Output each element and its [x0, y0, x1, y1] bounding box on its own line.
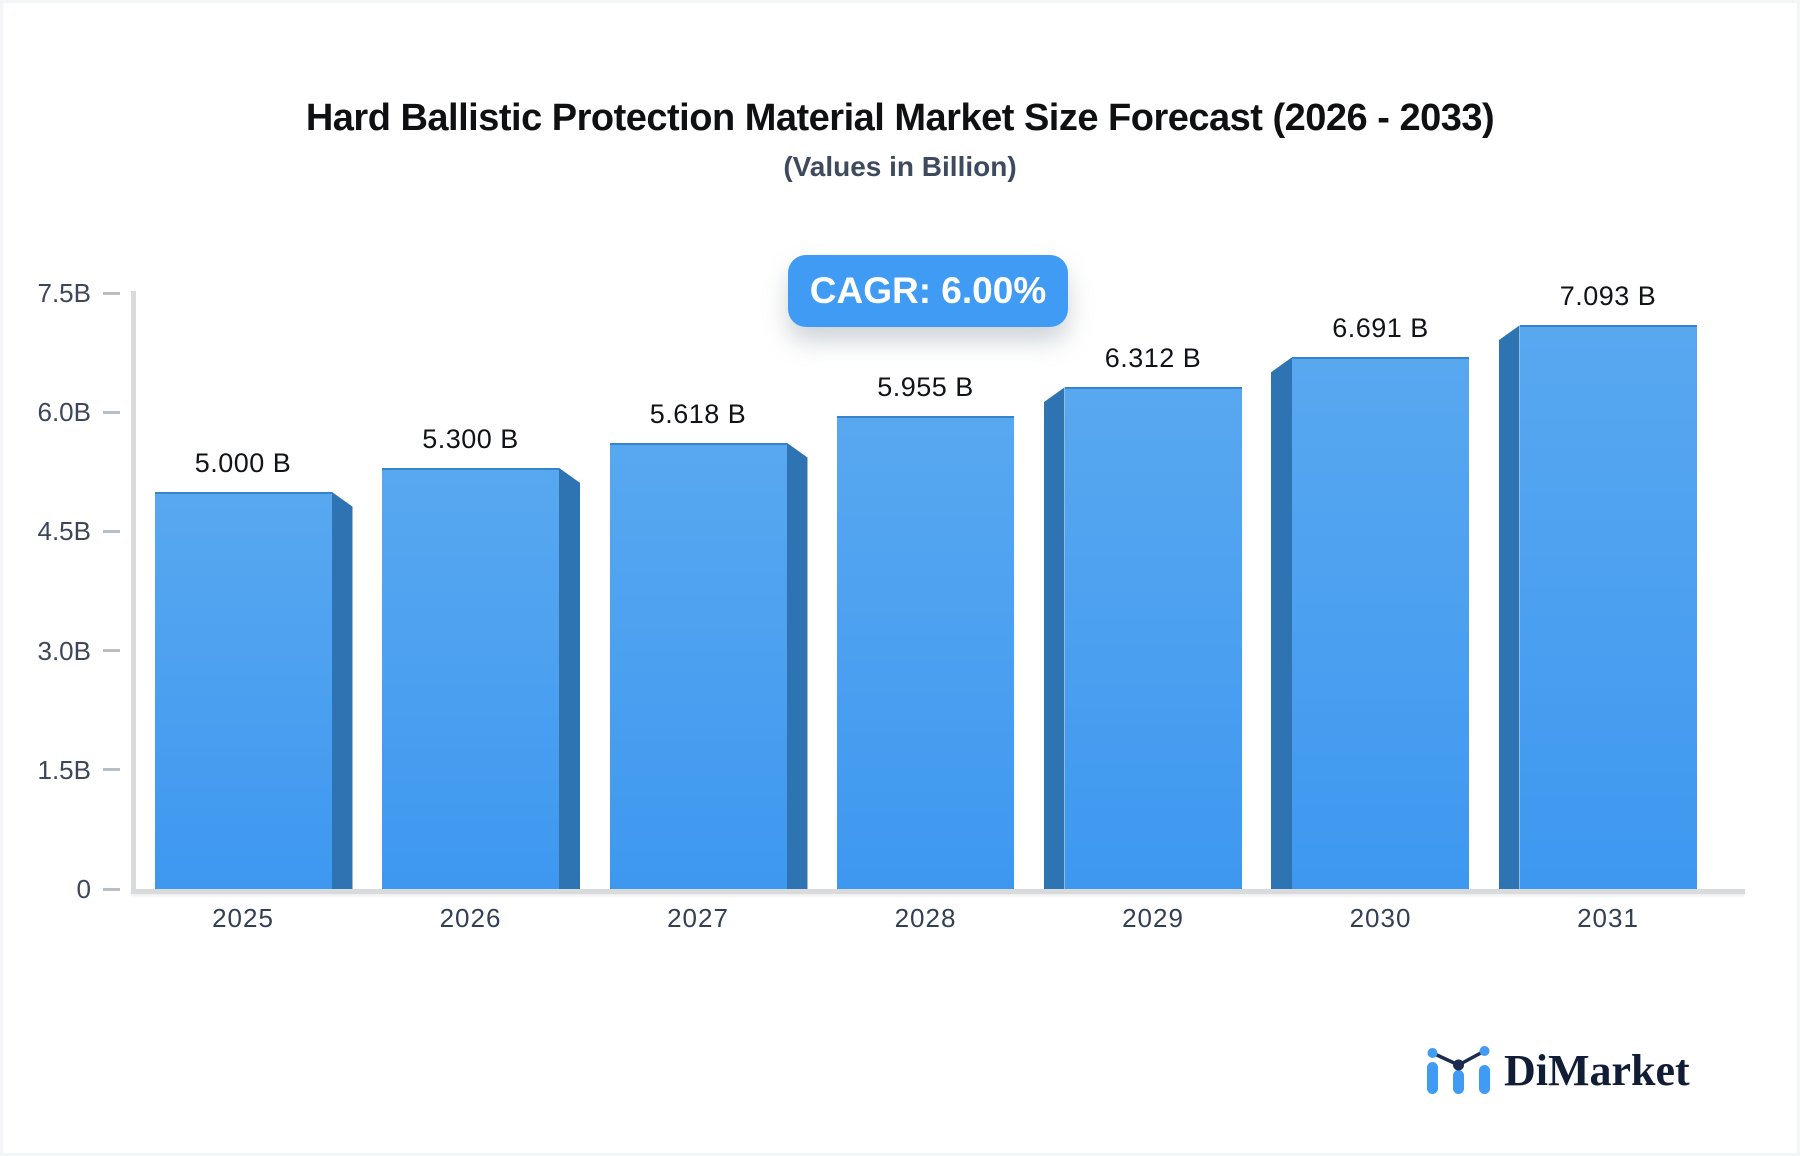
x-axis-line — [131, 889, 1745, 894]
bar-value-label-2030: 6.691 B — [1332, 313, 1429, 344]
y-axis-tick-dash-0 — [103, 887, 120, 891]
x-axis-tick-label-2028: 2028 — [894, 903, 957, 933]
bar-2031 — [1519, 325, 1697, 889]
x-axis-tick-label-2029: 2029 — [1122, 903, 1184, 933]
bar-2030 — [1292, 357, 1469, 889]
bar-value-label-2026: 5.300 B — [422, 423, 519, 454]
y-axis-tick-dash-3 — [103, 529, 120, 533]
brand-logo: DiMarket — [1426, 1045, 1690, 1095]
bar-value-label-2029: 6.312 B — [1104, 343, 1202, 374]
y-axis-line — [131, 291, 136, 892]
x-axis-tick-label-2030: 2030 — [1349, 903, 1412, 933]
x-axis-tick-label-2027: 2027 — [667, 903, 729, 933]
x-axis-tick-label-2025: 2025 — [212, 903, 274, 933]
x-axis-tick-label-2031: 2031 — [1577, 903, 1639, 933]
y-axis-tick-label-1: 1.5B — [37, 754, 92, 785]
brand-name: DiMarket — [1504, 1046, 1690, 1095]
chart-title: Hard Ballistic Protection Material Marke… — [305, 97, 1495, 139]
y-axis-tick-dash-4 — [103, 410, 120, 414]
y-axis-tick-dash-1 — [103, 768, 120, 772]
bar-value-label-2031: 7.093 B — [1559, 281, 1657, 312]
y-axis-tick-label-5: 7.5B — [37, 278, 92, 308]
y-axis-tick-label-4: 6.0B — [37, 397, 92, 428]
y-axis-tick-label-0: 0 — [76, 874, 91, 904]
bar-side-2025 — [331, 491, 353, 889]
bar-2025 — [154, 491, 332, 889]
y-axis-tick-label-2: 3.0B — [37, 635, 92, 666]
y-axis-tick-dash-5 — [103, 291, 120, 295]
y-axis-tick-dash-2 — [103, 649, 120, 653]
y-axis-tick-label-3: 4.5B — [37, 516, 92, 547]
bar-side-2031 — [1498, 325, 1520, 889]
bar-side-2030 — [1271, 357, 1292, 889]
bar-value-label-2027: 5.618 B — [649, 398, 747, 429]
bar-2026 — [382, 467, 559, 889]
bar-value-label-2028: 5.955 B — [877, 371, 974, 402]
bar-side-2027 — [786, 442, 808, 889]
chart-subtitle: (Values in Billion) — [783, 151, 1017, 182]
bar-side-2026 — [559, 467, 580, 889]
bar-2028 — [837, 415, 1014, 889]
mini-bar-line-chart-icon — [1427, 1046, 1490, 1094]
bar-side-2029 — [1043, 387, 1065, 889]
bar-value-label-2025: 5.000 B — [194, 447, 292, 478]
bar-2029 — [1064, 387, 1242, 889]
x-axis-tick-label-2026: 2026 — [439, 903, 502, 933]
bar-2027 — [609, 442, 787, 889]
cagr-badge: CAGR: 6.00% — [788, 255, 1068, 327]
